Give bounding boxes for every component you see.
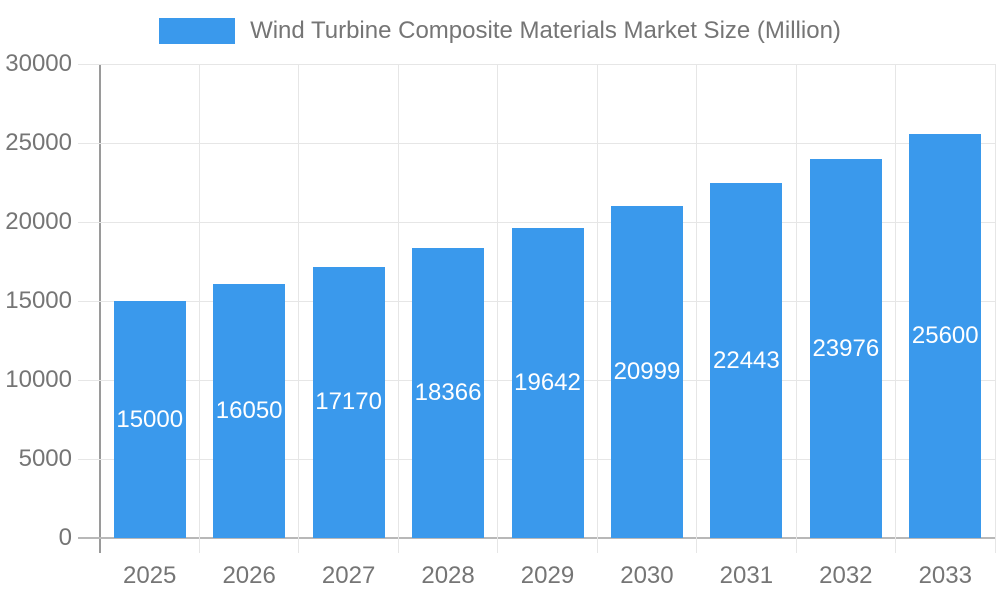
- x-tick-label: 2029: [520, 562, 575, 589]
- bar-value-label: 25600: [911, 321, 979, 349]
- legend-swatch-icon: [159, 18, 236, 44]
- bar-2028: 18366: [412, 247, 485, 538]
- bar-2033: 25600: [909, 133, 982, 538]
- bar-value-label: 16050: [215, 397, 283, 425]
- h-gridline: [78, 221, 995, 223]
- x-tick-label: 2032: [819, 562, 873, 589]
- x-tick-label: 2030: [620, 562, 674, 589]
- y-tick-label: 25000: [5, 129, 72, 156]
- bar-value-label: 20999: [613, 358, 681, 386]
- h-gridline: [78, 63, 995, 65]
- y-tick-label: 15000: [5, 287, 72, 314]
- y-tick-label: 10000: [5, 366, 72, 393]
- plot-area: 15000 16050 17170 18366 19642 20999 22443 23976…: [78, 63, 996, 553]
- y-axis-line: [99, 64, 101, 553]
- v-gridline: [596, 64, 598, 553]
- bar-value-label: 19642: [514, 368, 581, 396]
- bar-2026: 16050: [213, 284, 286, 538]
- v-gridline: [795, 64, 797, 553]
- v-gridline: [298, 64, 300, 553]
- bar-2031: 22443: [710, 183, 783, 538]
- x-tick-label: 2025: [123, 562, 177, 589]
- x-axis-baseline: [78, 537, 995, 539]
- x-tick-label: 2026: [222, 562, 276, 589]
- v-gridline: [895, 64, 897, 553]
- bar-2032: 23976: [809, 159, 882, 538]
- bar-2025: 15000: [113, 301, 186, 538]
- y-tick-label: 0: [58, 524, 72, 551]
- bar-2029: 19642: [511, 227, 584, 538]
- y-tick-label: 20000: [5, 208, 72, 235]
- x-tick-label: 2033: [918, 562, 972, 589]
- v-gridline: [198, 64, 200, 553]
- chart-legend[interactable]: Wind Turbine Composite Materials Market …: [0, 14, 1000, 48]
- chart-title: Wind Turbine Composite Materials Market …: [250, 17, 841, 44]
- bar-value-label: 17170: [315, 388, 382, 416]
- v-gridline: [497, 64, 499, 553]
- h-gridline: [78, 142, 995, 144]
- v-gridline: [397, 64, 399, 553]
- bar-2030: 20999: [610, 206, 683, 538]
- y-tick-label: 5000: [18, 445, 72, 472]
- bar-value-label: 22443: [713, 346, 780, 374]
- bar-2027: 17170: [312, 266, 385, 538]
- bar-value-label: 18366: [414, 378, 482, 406]
- x-tick-label: 2031: [719, 562, 774, 589]
- y-tick-label: 30000: [5, 50, 72, 77]
- bar-value-label: 23976: [812, 334, 880, 362]
- v-gridline: [696, 64, 698, 553]
- x-tick-label: 2028: [421, 562, 475, 589]
- x-tick-label: 2027: [321, 562, 376, 589]
- v-gridline: [994, 64, 996, 553]
- bar-value-label: 15000: [116, 405, 184, 433]
